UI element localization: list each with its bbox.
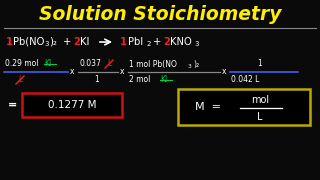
Text: KI: KI <box>44 60 51 69</box>
Text: 3: 3 <box>188 64 192 69</box>
Text: PbI: PbI <box>128 37 143 47</box>
Bar <box>178 89 310 125</box>
Text: KI: KI <box>80 37 89 47</box>
Text: +: + <box>63 37 71 47</box>
Text: 1: 1 <box>258 60 262 69</box>
Text: x: x <box>70 68 75 76</box>
Text: KNO: KNO <box>170 37 192 47</box>
Text: 1: 1 <box>6 37 13 47</box>
Text: 3: 3 <box>194 42 198 48</box>
Text: Pb(NO: Pb(NO <box>13 37 44 47</box>
Text: 3: 3 <box>44 42 49 48</box>
Text: 1: 1 <box>120 37 127 47</box>
Text: L: L <box>107 60 111 69</box>
Text: 0.29 mol: 0.29 mol <box>5 60 41 69</box>
Text: 2: 2 <box>163 37 170 47</box>
Text: 0.1277 M: 0.1277 M <box>48 100 96 110</box>
Text: mol: mol <box>251 95 269 105</box>
Text: )₂: )₂ <box>49 37 57 47</box>
Text: 0.042 L: 0.042 L <box>231 75 260 84</box>
Bar <box>22 93 122 117</box>
Text: x: x <box>222 68 227 76</box>
Text: )₂: )₂ <box>193 60 199 69</box>
Text: M  =: M = <box>195 102 221 112</box>
Text: L: L <box>18 75 22 84</box>
Text: 2: 2 <box>147 42 151 48</box>
Text: 2: 2 <box>73 37 80 47</box>
Text: =: = <box>8 100 17 110</box>
Text: KI: KI <box>160 75 167 84</box>
Text: x: x <box>120 68 124 76</box>
Text: 1: 1 <box>94 75 99 84</box>
Text: Solution Stoichiometry: Solution Stoichiometry <box>39 6 281 24</box>
Text: +: + <box>153 37 161 47</box>
Text: 0.037: 0.037 <box>79 60 101 69</box>
Text: 1 mol Pb(NO: 1 mol Pb(NO <box>129 60 177 69</box>
Text: L: L <box>257 112 263 122</box>
Text: 2 mol: 2 mol <box>129 75 153 84</box>
